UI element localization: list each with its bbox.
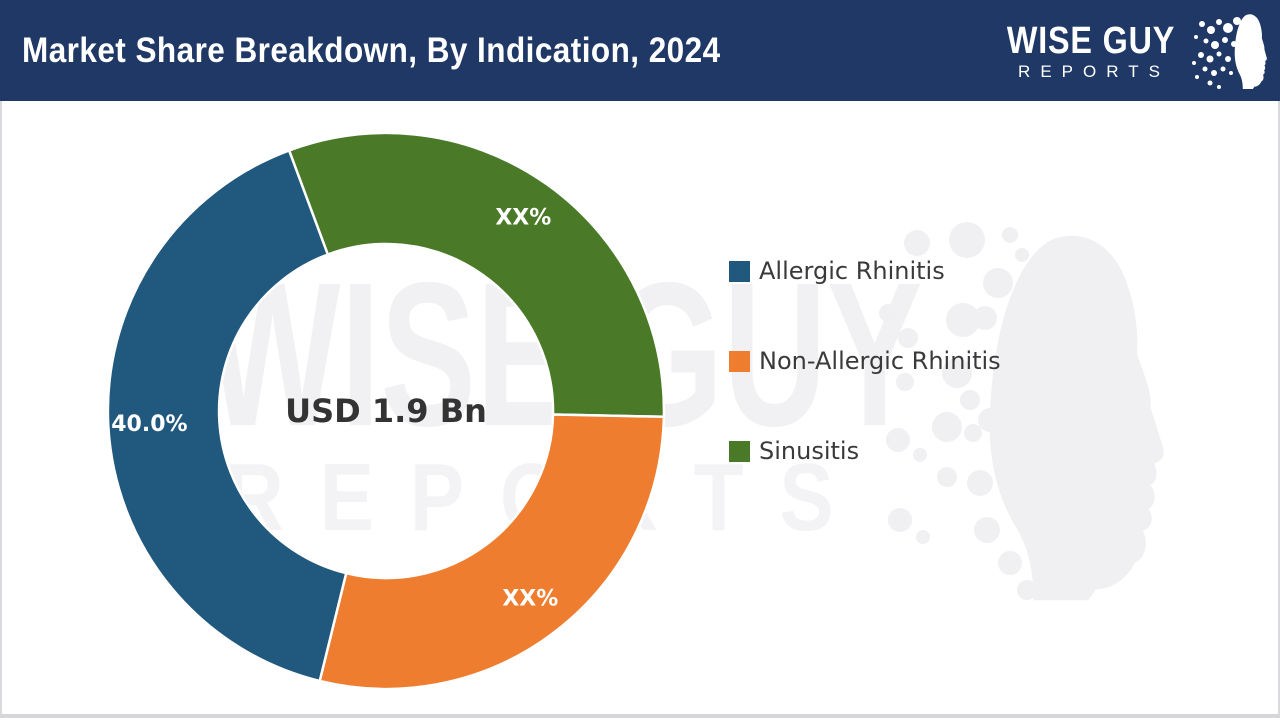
legend-label: Sinusitis (759, 437, 860, 465)
legend-swatch-non-allergic-rhinitis (729, 350, 750, 372)
pie-segment-non-allergic-rhinitis (318, 413, 666, 691)
page-title: Market Share Breakdown, By Indication, 2… (22, 30, 721, 70)
chart-center-value: USD 1.9 Bn (285, 392, 487, 430)
pie-segment-sinusitis (287, 131, 666, 419)
watermark-face-icon (879, 222, 1164, 601)
wise-guy-reports-logo: WISE GUY REPORTS (992, 6, 1268, 96)
pie-segment-allergic-rhinitis (106, 149, 348, 683)
legend-item-non-allergic-rhinitis: Non-Allergic Rhinitis (729, 347, 1001, 375)
legend-swatch-allergic-rhinitis (729, 260, 750, 282)
segment-value-label: XX% (502, 587, 558, 612)
logo-face-icon (1192, 14, 1267, 90)
legend-swatch-sinusitis (729, 440, 750, 462)
legend-item-allergic-rhinitis: Allergic Rhinitis (729, 257, 1001, 285)
logo-wordmark: WISE GUY (1006, 19, 1176, 62)
legend-label: Allergic Rhinitis (759, 257, 945, 285)
header-bar: Market Share Breakdown, By Indication, 2… (0, 0, 1280, 101)
bottom-border (0, 714, 1280, 718)
segment-value-label: 40.0% (111, 412, 187, 437)
legend-item-sinusitis: Sinusitis (729, 437, 1001, 465)
logo-subtitle: REPORTS (1018, 61, 1170, 81)
chart-legend: Allergic Rhinitis Non-Allergic Rhinitis … (729, 257, 1001, 527)
legend-label: Non-Allergic Rhinitis (759, 347, 1001, 375)
segment-value-label: XX% (495, 205, 551, 230)
donut-chart: XX% XX% 40.0% (106, 131, 666, 691)
